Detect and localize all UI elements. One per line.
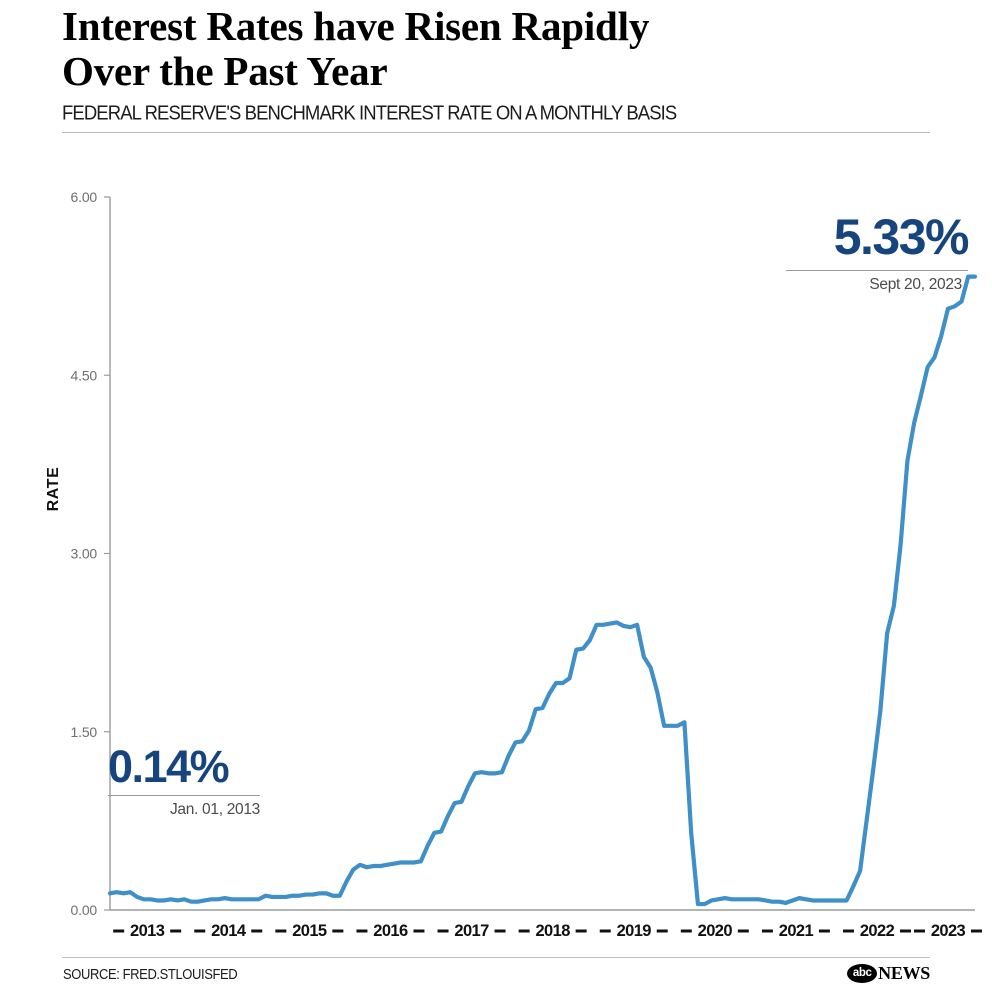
y-tick-label: 1.50 xyxy=(71,724,98,740)
x-tick-label: 2016 xyxy=(373,922,408,940)
annotation-end-date: Sept 20, 2023 xyxy=(869,276,962,293)
annotation-end: 5.33% Sept 20, 2023 xyxy=(786,209,970,294)
annotation-start: 0.14% Jan. 01, 2013 xyxy=(108,744,268,819)
y-tick-label: 3.00 xyxy=(71,546,98,562)
chart-container: RATE 0.00 1.50 3.00 4.50 6.00 2013 2014 2015 20… xyxy=(0,150,992,950)
source-note: SOURCE: FRED.STLOUISFED xyxy=(63,966,238,983)
page-subtitle: FEDERAL RESERVE'S BENCHMARK INTEREST RAT… xyxy=(62,101,677,124)
annotation-end-value: 5.33% xyxy=(833,209,970,265)
x-tick-label: 2020 xyxy=(698,922,733,940)
abc-logo-icon: abc xyxy=(847,964,878,983)
annotation-start-date: Jan. 01, 2013 xyxy=(169,801,260,818)
header-divider xyxy=(62,132,930,133)
y-axis-ticks: 0.00 1.50 3.00 4.50 6.00 xyxy=(71,189,110,918)
abc-news-logo: abc NEWS xyxy=(847,963,930,984)
annotation-start-rule xyxy=(108,795,260,796)
line-chart: 0.001.503.004.506.00 2013 2014 2015 2016 201… xyxy=(71,189,982,940)
y-tick-label: 6.00 xyxy=(71,189,98,205)
x-tick-label: 2017 xyxy=(454,922,489,940)
y-tick-label: 4.50 xyxy=(71,367,98,383)
x-tick-label: 2013 xyxy=(130,922,165,940)
y-axis-title: RATE xyxy=(45,466,62,512)
x-axis-year-labels: 2013 2014 2015 2016 2017 2018 2019 2020 2021 2022… xyxy=(113,922,982,940)
x-tick-label: 2014 xyxy=(211,922,247,940)
x-tick-label: 2023 xyxy=(931,922,966,940)
y-tick-label: 0.00 xyxy=(71,902,98,918)
header: Interest Rates have Risen Rapidly Over t… xyxy=(62,4,930,133)
x-tick-label: 2021 xyxy=(779,922,814,940)
x-tick-label: 2022 xyxy=(860,922,895,940)
news-wordmark: NEWS xyxy=(878,963,930,983)
annotation-start-value: 0.14% xyxy=(108,741,230,792)
annotation-end-rule xyxy=(786,270,968,271)
rate-series-line xyxy=(107,274,978,907)
x-tick-label: 2015 xyxy=(292,922,327,940)
page-title: Interest Rates have Risen Rapidly Over t… xyxy=(62,3,650,94)
x-tick-label: 2019 xyxy=(617,922,652,940)
footer-divider xyxy=(62,957,930,958)
x-tick-label: 2018 xyxy=(535,922,570,940)
